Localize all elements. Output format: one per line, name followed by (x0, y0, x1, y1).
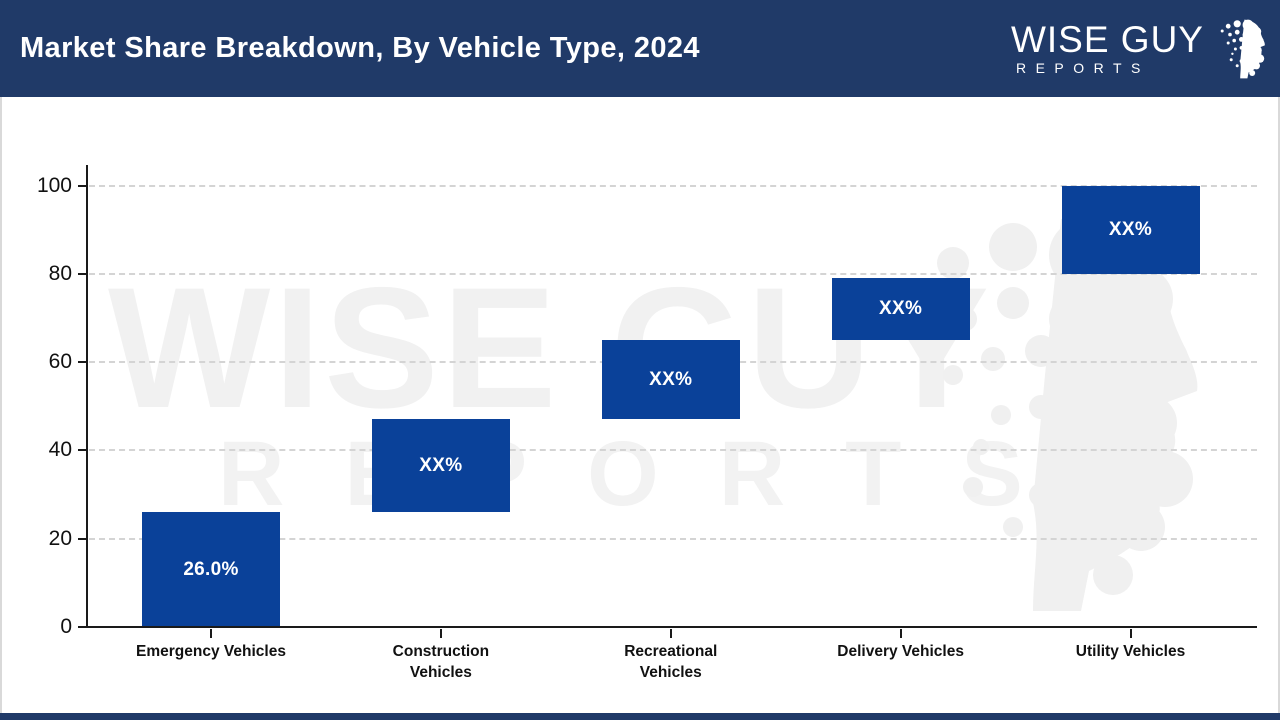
y-tick-label-0: 0 (60, 615, 72, 638)
x-tick-mark-2 (439, 629, 442, 638)
x-tick-mark-3 (669, 629, 672, 638)
y-tick-mark-0 (78, 626, 87, 628)
bar-2: XX% (371, 419, 510, 513)
header-bar: Market Share Breakdown, By Vehicle Type,… (0, 0, 1280, 97)
logo-subtitle: REPORTS (1015, 60, 1150, 76)
bar-value-label: XX% (649, 368, 693, 390)
footer-bar (0, 713, 1280, 720)
category-label-4: Delivery Vehicles (837, 643, 964, 660)
y-tick-label-20: 20 (48, 526, 72, 550)
gridline-80 (89, 272, 1257, 275)
bar-3: XX% (601, 340, 740, 420)
x-axis (86, 626, 1257, 628)
bar-5: XX% (1061, 185, 1200, 274)
category-label-1: Emergency Vehicles (136, 643, 286, 660)
wiseguy-logo-text: WISE GUY REPORTS (1010, 19, 1204, 77)
y-tick-label-60: 60 (48, 350, 72, 374)
y-tick-mark-100 (78, 184, 87, 187)
y-tick-mark-20 (78, 537, 87, 540)
page-title: Market Share Breakdown, By Vehicle Type,… (20, 32, 700, 64)
y-tick-label-100: 100 (36, 173, 72, 197)
x-tick-mark-4 (899, 629, 902, 638)
plot-area: 0 20 40 60 80 100 26.0% Emergency Vehicles XX% Co… (0, 97, 1280, 713)
bar-value-label: 26.0% (183, 558, 239, 580)
wiseguy-head-icon (1220, 19, 1265, 78)
logo-wordmark: WISE GUY (1010, 19, 1204, 60)
category-label-2: Construction Vehicles (392, 643, 490, 681)
bar-value-label: XX% (1108, 218, 1153, 240)
y-tick-label-80: 80 (48, 261, 72, 285)
y-axis (86, 165, 88, 627)
watermark-subtitle: REPORTS (218, 423, 1083, 525)
y-tick-mark-80 (78, 272, 87, 275)
category-label-5: Utility Vehicles (1075, 643, 1186, 660)
wiseguy-logo: WISE GUY REPORTS (1011, 6, 1266, 92)
x-tick-mark-5 (1129, 629, 1132, 638)
bar-4: XX% (831, 278, 970, 340)
gridline-100 (89, 184, 1257, 187)
y-tick-mark-60 (78, 361, 87, 364)
bar-value-label: XX% (879, 298, 923, 320)
bar-1: 26.0% (142, 512, 280, 627)
bar-value-label: XX% (419, 454, 463, 476)
x-tick-mark-1 (210, 629, 212, 638)
y-tick-label-40: 40 (48, 438, 72, 462)
gridline-20 (89, 537, 1257, 540)
y-tick-mark-40 (78, 449, 87, 452)
gridline-40 (89, 449, 1257, 452)
category-label-3: Recreational Vehicles (624, 643, 718, 681)
